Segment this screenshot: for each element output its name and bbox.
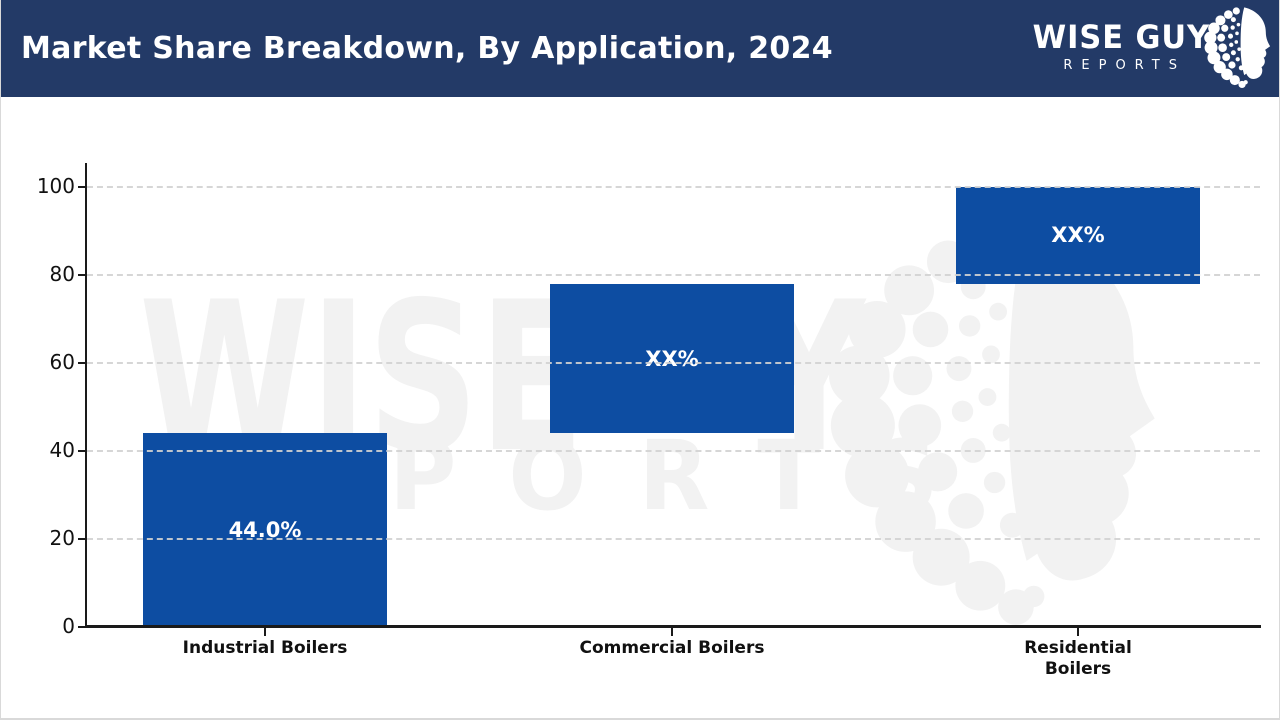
y-tick-mark <box>78 274 86 276</box>
bar-value-label: XX% <box>645 346 699 371</box>
wiseguy-logo: WISE GUY REPORTS <box>1028 4 1273 90</box>
y-tick-label: 40 <box>49 438 75 462</box>
x-tick-mark <box>1077 628 1079 636</box>
y-tick-mark <box>78 626 86 628</box>
gridline <box>87 186 1260 188</box>
bar-value-label: XX% <box>1051 223 1105 248</box>
page-title: Market Share Breakdown, By Application, … <box>21 31 833 66</box>
x-tick-mark <box>671 628 673 636</box>
gridline <box>87 274 1260 276</box>
waterfall-bar: XX% <box>550 283 794 434</box>
gridline <box>87 538 1260 540</box>
y-tick-mark <box>78 538 86 540</box>
x-axis-line <box>85 625 1261 628</box>
logo-wordmark: WISE GUY <box>1032 18 1211 56</box>
header: Market Share Breakdown, By Application, … <box>1 0 1279 97</box>
y-tick-label: 20 <box>49 526 75 550</box>
x-tick-label: Industrial Boilers <box>182 638 348 658</box>
waterfall-bar: XX% <box>956 187 1200 284</box>
gridline <box>87 450 1260 452</box>
y-tick-label: 60 <box>49 350 75 374</box>
gridline <box>87 362 1260 364</box>
x-tick-mark <box>264 628 266 636</box>
y-tick-label: 80 <box>49 262 75 286</box>
x-tick-label: Residential Boilers <box>1024 638 1132 680</box>
y-tick-mark <box>78 186 86 188</box>
logo-subtext: REPORTS <box>1063 58 1186 73</box>
y-tick-label: 0 <box>62 614 75 638</box>
logo-text: WISE GUY REPORTS <box>1028 21 1215 73</box>
y-tick-mark <box>78 450 86 452</box>
waterfall-bar: 44.0% <box>143 433 387 627</box>
y-axis-line <box>85 163 87 628</box>
logo-face-icon <box>1201 4 1273 90</box>
x-tick-label: Commercial Boilers <box>579 638 765 658</box>
y-tick-label: 100 <box>36 174 75 198</box>
y-tick-mark <box>78 362 86 364</box>
